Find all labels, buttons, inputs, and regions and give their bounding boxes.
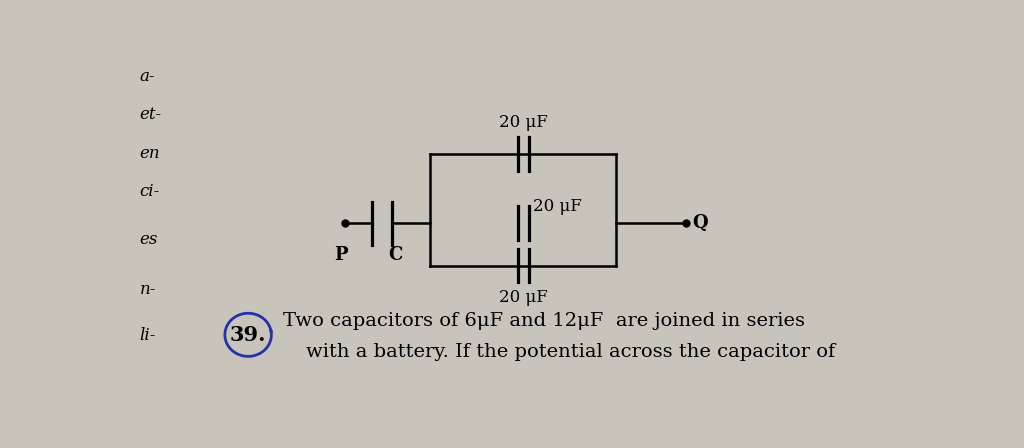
Text: Q: Q xyxy=(692,214,708,232)
Text: Two capacitors of 6μF and 12μF  are joined in series: Two capacitors of 6μF and 12μF are joine… xyxy=(283,312,805,330)
Text: ci-: ci- xyxy=(139,183,160,200)
Text: li-: li- xyxy=(139,327,156,344)
Text: 20 μF: 20 μF xyxy=(499,289,548,306)
Text: 20 μF: 20 μF xyxy=(499,114,548,131)
Text: en: en xyxy=(139,145,160,162)
Text: 39.: 39. xyxy=(229,325,266,345)
Text: with a battery. If the potential across the capacitor of: with a battery. If the potential across … xyxy=(306,343,836,361)
Text: et-: et- xyxy=(139,106,162,123)
Text: a-: a- xyxy=(139,68,155,85)
Text: C: C xyxy=(388,246,402,264)
Text: P: P xyxy=(334,246,348,264)
Text: es: es xyxy=(139,231,158,248)
Text: 20 μF: 20 μF xyxy=(534,198,583,215)
Text: n-: n- xyxy=(139,281,156,298)
